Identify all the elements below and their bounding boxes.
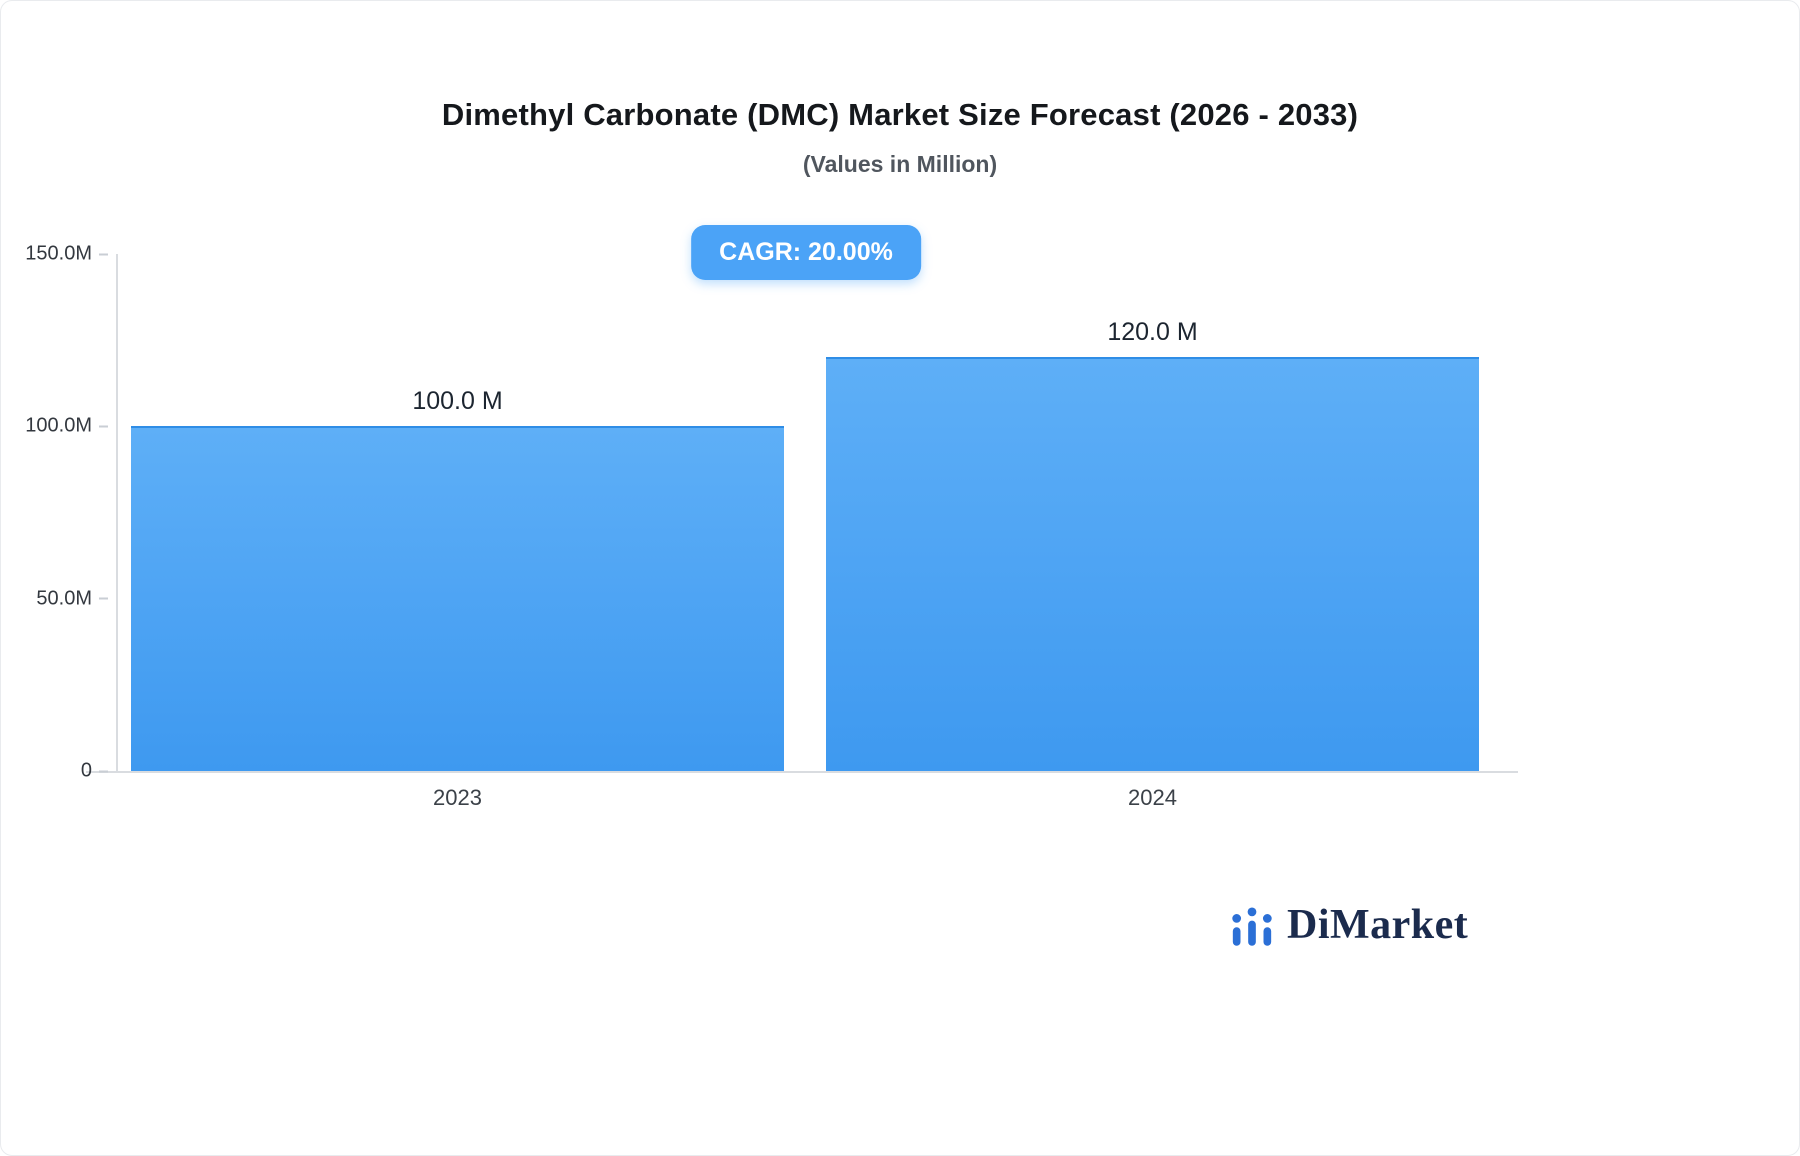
cagr-badge: CAGR: 20.00% [691,225,921,280]
y-tick: 50.0M [36,587,108,610]
x-tick-label-2024: 2024 [1128,785,1177,810]
y-tick: 100.0M [25,415,108,438]
bar-group-2023: 100.0 M 2023 [131,254,784,810]
y-tick: 0 [81,760,108,783]
y-tick-mark [99,770,108,772]
bar-2023 [131,426,784,771]
bar-2024 [826,357,1479,771]
bar-value-label: 100.0 M [412,387,503,416]
y-tick-mark [99,597,108,600]
chart-title: Dimethyl Carbonate (DMC) Market Size For… [441,97,1359,132]
y-axis [116,254,118,771]
x-axis [86,771,1518,773]
chart-subtitle: (Values in Million) [802,151,998,177]
y-tick-mark [99,425,108,428]
plot-area: 150.0M 100.0M 50.0M 0 100.0 M 2023 120.0… [25,243,1518,810]
bar-value-label: 120.0 M [1107,318,1198,347]
y-tick-label: 0 [80,759,92,782]
x-tick-label-2023: 2023 [433,785,482,810]
y-tick: 150.0M [25,243,108,266]
y-tick-mark [99,253,108,255]
bar-chart-dots-icon [1232,907,1272,946]
y-tick-label: 100.0M [25,414,92,437]
brand-name: DiMarket [1287,902,1469,948]
brand-logo: DiMarket [1229,901,1468,949]
y-tick-label: 50.0M [36,587,92,610]
bar-group-2024: 120.0 M 2024 [826,254,1479,810]
y-tick-label: 150.0M [25,242,92,265]
